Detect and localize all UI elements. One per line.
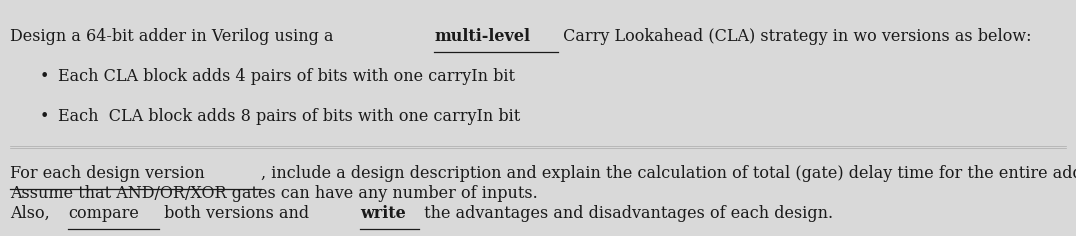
Text: Carry Lookahead (CLA) strategy in wo versions as below:: Carry Lookahead (CLA) strategy in wo ver… [557, 28, 1032, 45]
Text: compare: compare [68, 205, 139, 222]
Text: write: write [359, 205, 406, 222]
Text: Also,: Also, [10, 205, 55, 222]
Text: •: • [40, 68, 49, 85]
Text: the advantages and disadvantages of each design.: the advantages and disadvantages of each… [419, 205, 833, 222]
Text: Design a 64-bit adder in Verilog using a: Design a 64-bit adder in Verilog using a [10, 28, 339, 45]
Text: Each CLA block adds 4 pairs of bits with one carryIn bit: Each CLA block adds 4 pairs of bits with… [58, 68, 515, 85]
Text: both versions and: both versions and [159, 205, 314, 222]
Text: Each  CLA block adds 8 pairs of bits with one carryIn bit: Each CLA block adds 8 pairs of bits with… [58, 108, 521, 125]
Text: •: • [40, 108, 49, 125]
Text: , include a design description and explain the calculation of total (gate) delay: , include a design description and expla… [261, 165, 1076, 182]
Text: multi-level: multi-level [434, 28, 530, 45]
Text: For each design version: For each design version [10, 165, 204, 182]
Text: Assume that AND/OR/XOR gates can have any number of inputs.: Assume that AND/OR/XOR gates can have an… [10, 185, 538, 202]
